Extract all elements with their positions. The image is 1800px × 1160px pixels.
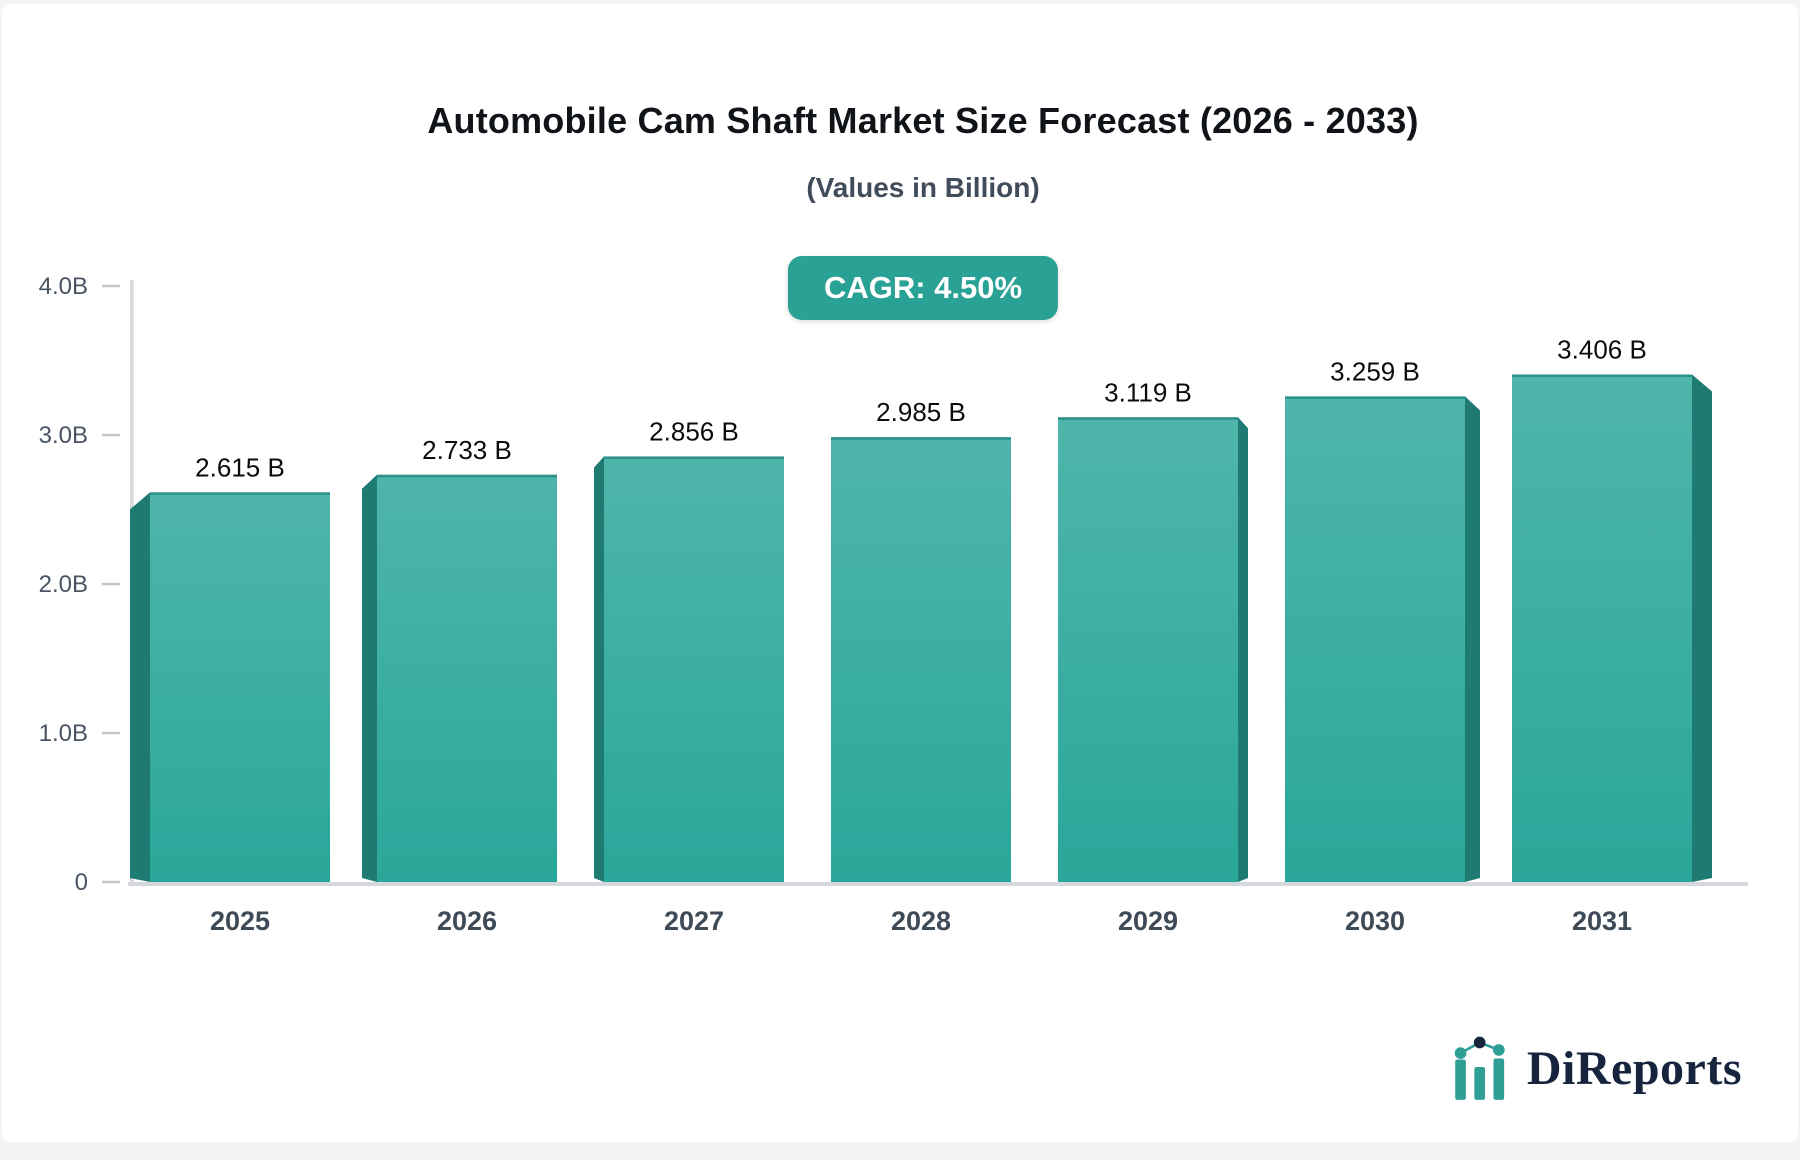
bar-value-label: 2.985 B	[876, 397, 966, 427]
bar-side-face-2026	[362, 474, 377, 882]
bar-2026	[377, 474, 557, 882]
bar-top-edge	[377, 474, 557, 478]
bar-2029	[1058, 417, 1238, 882]
y-tick	[102, 731, 120, 735]
y-tick	[102, 284, 120, 288]
chart-subtitle: (Values in Billion)	[806, 172, 1040, 203]
bar-side-face-2027	[594, 456, 604, 882]
bar-top-edge	[1058, 417, 1238, 420]
chart-card: Automobile Cam Shaft Market Size Forecas…	[2, 4, 1798, 1142]
cagr-badge: CAGR: 4.50%	[787, 256, 1059, 320]
bar-top-edge	[1285, 396, 1465, 399]
bar-chart: 4.0B 3.0B 2.0B 1.0B 0 2.615 B 2025 2.733 B 2026 2…	[39, 273, 1748, 936]
bar-value-label: 3.406 B	[1557, 335, 1647, 365]
bar-value-label: 3.119 B	[1104, 377, 1192, 407]
bar-top-edge	[831, 437, 1011, 440]
y-tick-label: 1.0B	[39, 720, 88, 747]
bar-top-edge	[1512, 374, 1692, 378]
bar-top-edge	[150, 492, 330, 495]
x-axis-label: 2025	[210, 906, 270, 936]
y-tick	[102, 433, 120, 437]
x-axis-label: 2031	[1572, 906, 1632, 936]
y-tick-label: 0	[75, 869, 88, 896]
y-tick-label: 3.0B	[39, 422, 88, 449]
bar-value-label: 2.615 B	[195, 452, 285, 482]
bar-value-label: 3.259 B	[1330, 356, 1420, 386]
bar-2028	[831, 437, 1011, 882]
y-tick	[102, 880, 120, 884]
bar-side-face-2031	[1692, 374, 1712, 882]
x-axis-label: 2028	[891, 906, 951, 936]
bar-top-edge	[604, 456, 784, 459]
x-axis-label: 2029	[1118, 906, 1178, 936]
x-axis-label: 2026	[437, 906, 497, 936]
x-axis-label: 2030	[1345, 906, 1405, 936]
x-axis-line	[128, 882, 1748, 886]
bar-2025	[150, 492, 330, 882]
chart-title: Automobile Cam Shaft Market Size Forecas…	[427, 100, 1419, 141]
y-tick-label: 2.0B	[39, 571, 88, 598]
x-axis-label: 2027	[664, 906, 724, 936]
bar-value-label: 2.733 B	[422, 435, 512, 465]
bar-value-label: 2.856 B	[649, 416, 739, 446]
bar-side-face-2029	[1238, 417, 1248, 882]
bar-side-face-2030	[1465, 396, 1480, 882]
bar-2030	[1285, 396, 1465, 882]
bar-chart-trend-icon	[1454, 1036, 1505, 1100]
brand-logo-text: DiReports	[1526, 1041, 1742, 1095]
brand-logo: DiReports	[1453, 1034, 1742, 1102]
bar-2031	[1512, 374, 1692, 882]
y-tick	[102, 582, 120, 586]
bar-side-face-2025	[130, 492, 150, 882]
bar-2027	[604, 456, 784, 882]
y-tick-label: 4.0B	[39, 273, 88, 300]
